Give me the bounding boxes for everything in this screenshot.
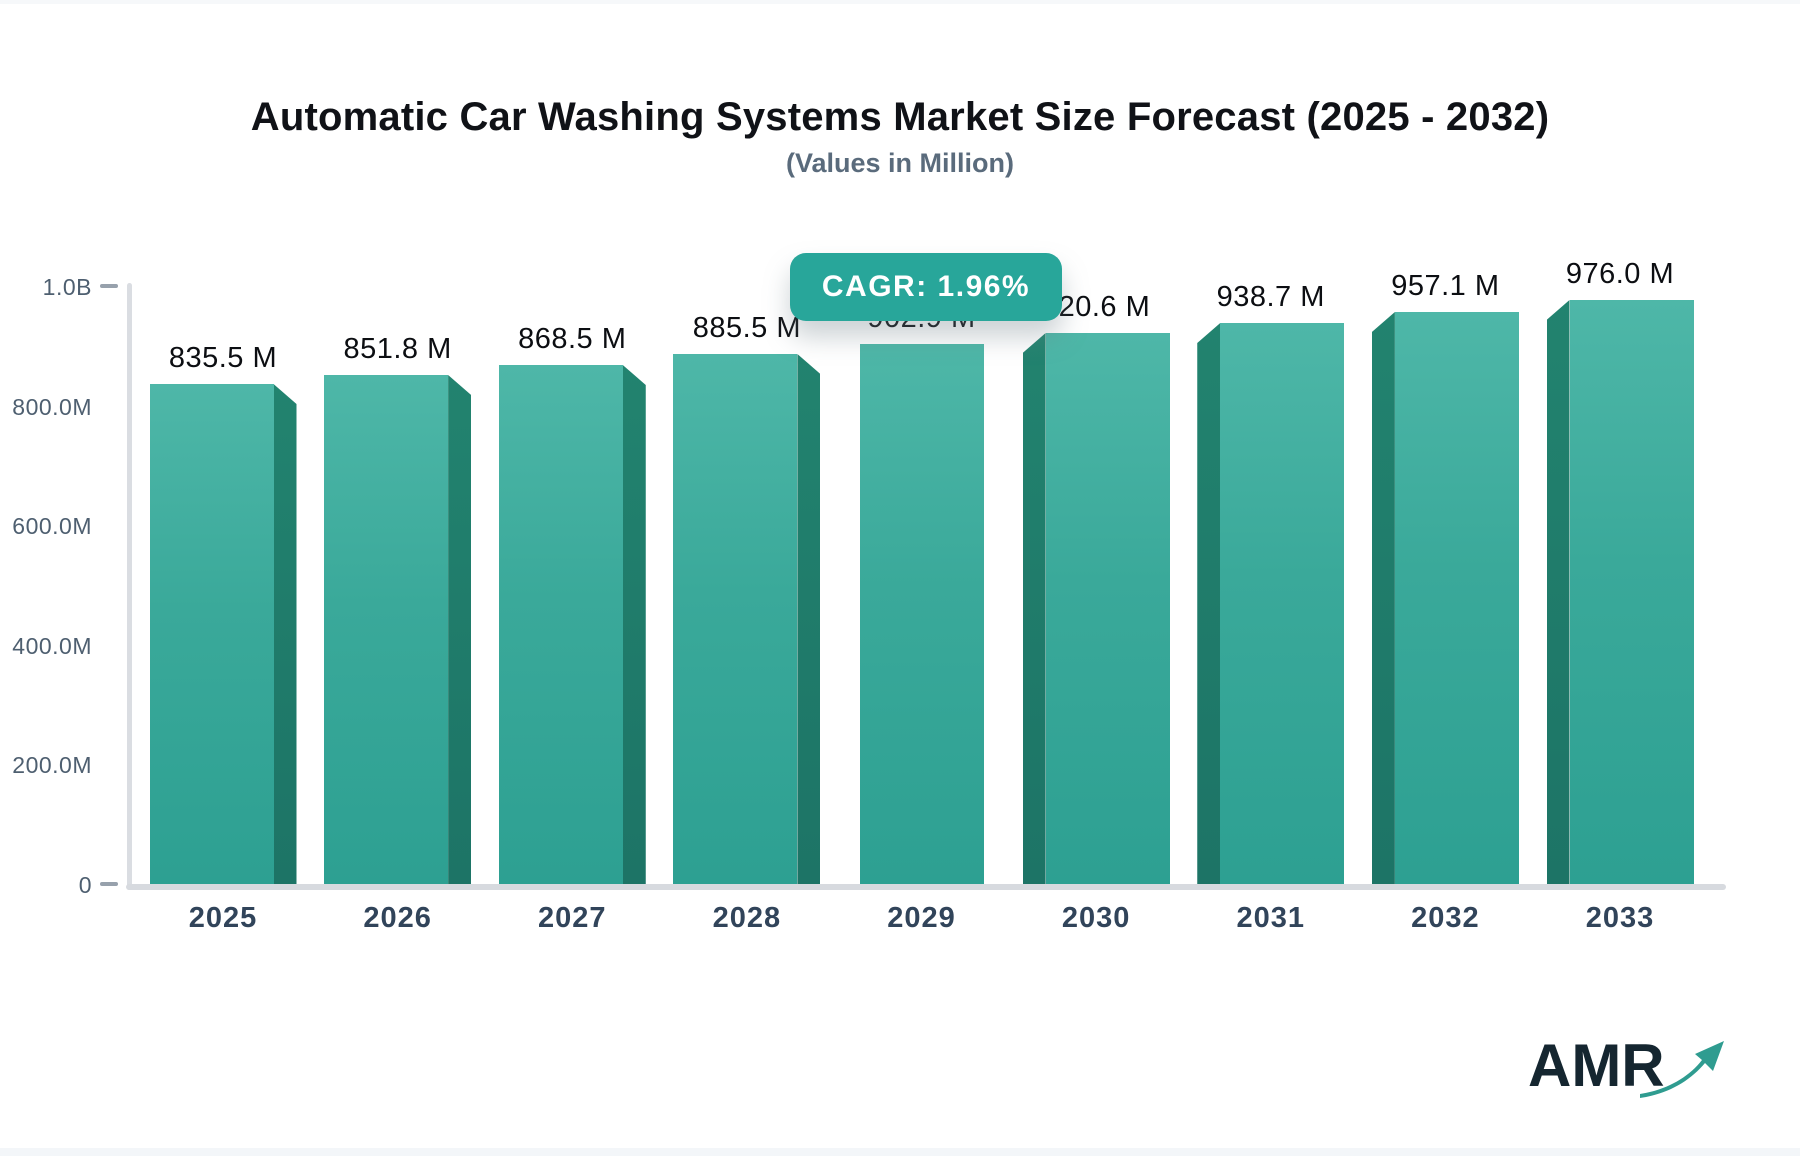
y-axis-label: 1.0B <box>42 274 92 300</box>
y-axis-label: 200.0M <box>12 752 92 779</box>
bar-group-2027 <box>498 365 646 884</box>
bar-side-face <box>273 384 297 884</box>
bar-2031[interactable] <box>1220 323 1345 884</box>
x-axis-year-label: 2033 <box>1585 902 1655 934</box>
x-axis-baseline <box>126 884 1726 890</box>
bar-side-face <box>1022 333 1046 884</box>
bar-value-label: 868.5 M <box>518 323 627 355</box>
bar-value-label: 938.7 M <box>1216 281 1325 313</box>
x-axis-year-label: 2030 <box>1061 902 1131 934</box>
bar-side-face <box>797 354 821 884</box>
x-axis-year-label: 2029 <box>887 902 956 934</box>
bottom-edge-strip <box>0 1148 1800 1156</box>
x-axis-year-label: 2031 <box>1236 902 1305 934</box>
top-edge-strip <box>0 0 1800 4</box>
bar-side-face <box>448 375 472 884</box>
bar-2032[interactable] <box>1394 312 1519 884</box>
bar-value-label: 851.8 M <box>343 333 452 365</box>
bar-group-2033 <box>1546 300 1694 884</box>
bar-2027[interactable] <box>498 365 623 884</box>
amr-logo-text: AMR <box>1528 1032 1665 1099</box>
page-title: Automatic Car Washing Systems Market Siz… <box>250 95 1550 139</box>
bar-value-label: 957.1 M <box>1391 270 1500 302</box>
bar-value-label: 885.5 M <box>692 312 802 344</box>
x-axis-year-label: 2026 <box>363 902 432 934</box>
bar-2029[interactable] <box>859 344 984 884</box>
bar-side-face <box>1546 300 1570 884</box>
x-axis-year-label: 2025 <box>188 902 258 934</box>
y-axis-line <box>127 283 132 890</box>
bar-group-2028 <box>673 354 821 884</box>
bar-group-2025 <box>149 384 297 884</box>
bar-2028[interactable] <box>673 354 798 884</box>
bar-group-2030 <box>1022 333 1170 884</box>
x-axis-year-label: 2032 <box>1411 902 1480 934</box>
amr-logo: AMR <box>1528 1030 1728 1110</box>
y-axis-label: 600.0M <box>12 513 92 540</box>
bar-value-label: 976.0 M <box>1565 258 1675 290</box>
bar-value-label: 835.5 M <box>168 342 278 374</box>
bar-side-face <box>1371 312 1395 884</box>
cagr-badge: CAGR: 1.96% <box>790 253 1062 321</box>
bar-side-face <box>1197 323 1221 884</box>
page-subtitle: (Values in Million) <box>785 148 1015 178</box>
bar-2026[interactable] <box>324 375 449 884</box>
trend-arrow-icon <box>1640 1041 1724 1098</box>
y-axis-label: 0 <box>78 872 92 898</box>
y-axis-tick <box>100 284 118 288</box>
bar-group-2029 <box>859 344 984 884</box>
bar-2033[interactable] <box>1569 300 1694 884</box>
bar-side-face <box>622 365 646 884</box>
bar-group-2026 <box>324 375 472 884</box>
bar-2025[interactable] <box>149 384 274 884</box>
y-axis-label: 400.0M <box>12 632 92 659</box>
bar-group-2032 <box>1371 312 1519 884</box>
x-axis-year-label: 2027 <box>537 902 607 934</box>
x-axis-year-label: 2028 <box>712 902 782 934</box>
bar-group-2031 <box>1197 323 1345 884</box>
bar-2030[interactable] <box>1045 333 1170 884</box>
y-axis-label: 800.0M <box>12 393 92 420</box>
y-axis-tick <box>100 882 118 886</box>
